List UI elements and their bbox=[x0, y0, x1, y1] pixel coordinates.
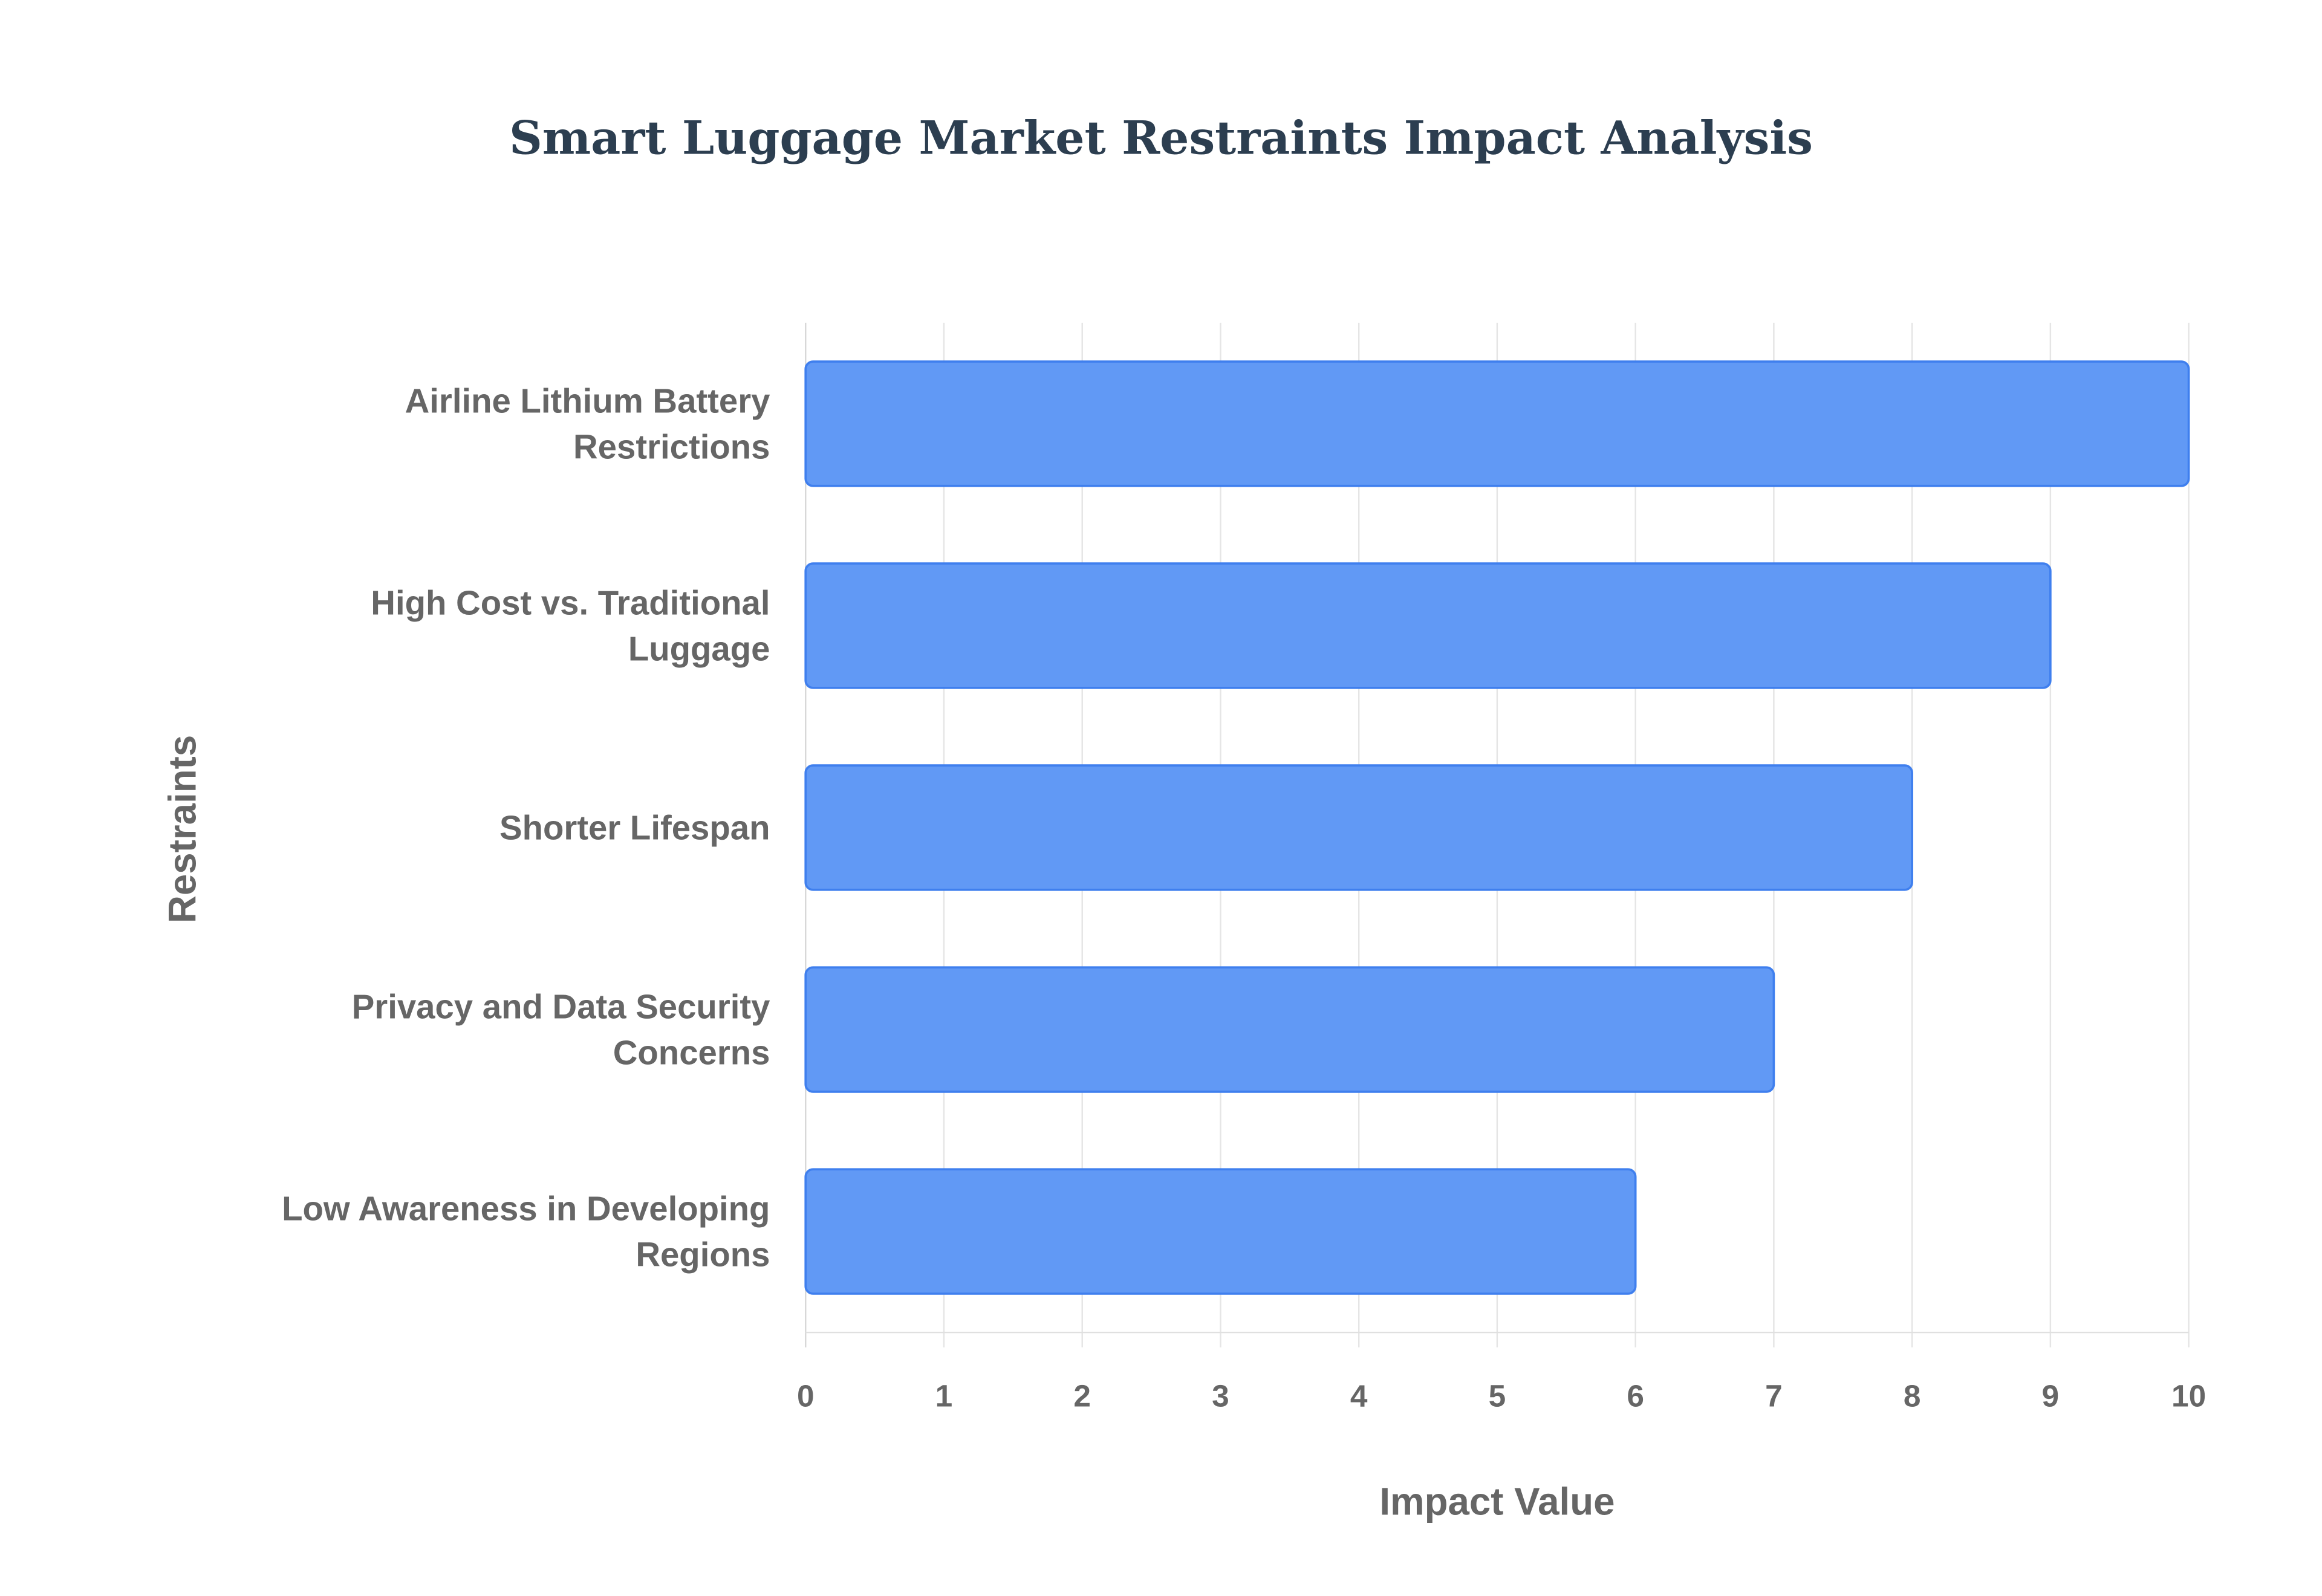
x-tick-label: 2 bbox=[1073, 1378, 1091, 1413]
x-axis-label: Impact Value bbox=[1379, 1480, 1615, 1523]
bar[interactable] bbox=[804, 360, 2190, 487]
category-label: Luggage bbox=[628, 629, 770, 667]
category-label: Privacy and Data Security bbox=[352, 988, 770, 1026]
bars bbox=[804, 360, 2190, 1295]
x-tick-labels: 0 1 2 3 4 5 6 7 8 9 10 bbox=[797, 1378, 2206, 1413]
x-tick-label: 1 bbox=[935, 1378, 953, 1413]
x-tick-label: 7 bbox=[1765, 1378, 1783, 1413]
category-labels: Airline Lithium Battery Restrictions High … bbox=[282, 382, 770, 1274]
bar[interactable] bbox=[804, 966, 1775, 1093]
category-label: Concerns bbox=[613, 1034, 770, 1072]
x-tick-label: 5 bbox=[1489, 1378, 1506, 1413]
bar[interactable] bbox=[804, 562, 2052, 689]
x-tick-label: 10 bbox=[2171, 1378, 2206, 1413]
x-tick-label: 6 bbox=[1627, 1378, 1644, 1413]
x-tick-label: 0 bbox=[797, 1378, 815, 1413]
x-tick-label: 8 bbox=[1904, 1378, 1921, 1413]
category-label: Restrictions bbox=[573, 427, 770, 465]
x-tick-label: 3 bbox=[1212, 1378, 1229, 1413]
category-label: High Cost vs. Traditional bbox=[371, 584, 770, 622]
bar[interactable] bbox=[804, 764, 1913, 891]
category-label: Low Awareness in Developing bbox=[282, 1190, 770, 1228]
category-label: Airline Lithium Battery bbox=[405, 382, 771, 420]
category-label: Shorter Lifespan bbox=[499, 809, 770, 847]
category-label: Regions bbox=[636, 1236, 770, 1274]
x-tick-label: 9 bbox=[2042, 1378, 2060, 1413]
bar[interactable] bbox=[804, 1168, 1637, 1295]
x-tick-label: 4 bbox=[1350, 1378, 1368, 1413]
y-axis-label: Restraints bbox=[161, 735, 204, 923]
chart-title: Smart Luggage Market Restraints Impact A… bbox=[509, 111, 1813, 165]
